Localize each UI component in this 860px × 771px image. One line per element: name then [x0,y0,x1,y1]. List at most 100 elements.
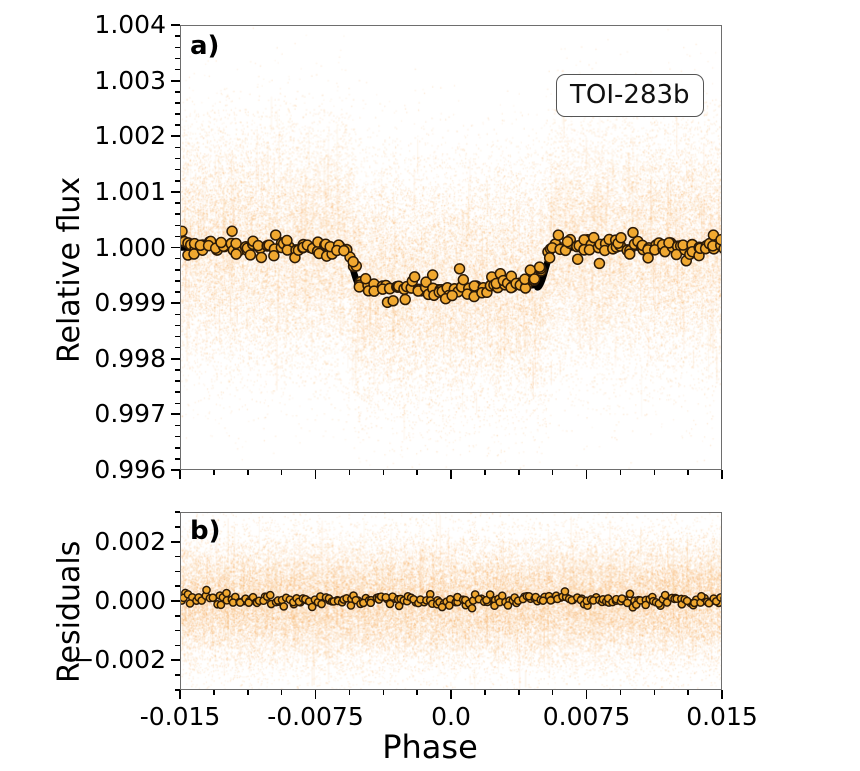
y-minor-tick-b [175,689,180,691]
residual-point [366,598,376,608]
y-minor-tick-a [175,102,180,104]
residual-point [307,602,317,612]
data-point [552,229,565,241]
x-major-tick-a [314,470,317,479]
x-minor-tick-a [416,470,418,475]
y-major-tick-b [171,540,180,543]
data-point [623,248,636,260]
data-point [453,263,466,275]
x-major-tick-b [314,690,317,699]
y-minor-tick-b [175,526,180,528]
data-point [230,237,242,250]
data-point [399,293,411,306]
x-major-tick-a [179,470,181,479]
y-minor-tick-a [175,57,180,60]
y-minor-tick-b [175,629,180,632]
y-minor-tick-a [175,124,180,126]
x-axis-label: Phase [382,728,478,766]
data-point [347,256,359,268]
x-major-tick-b [450,690,452,699]
y-minor-tick-a [175,202,180,204]
x-minor-tick-a [213,470,215,475]
data-point [426,269,439,281]
residual-point [485,590,495,599]
panel-b-residuals [180,512,722,690]
x-minor-tick-b [348,690,351,695]
y-tick-label-a: 0.997 [94,399,166,429]
y-major-tick-a [171,190,180,193]
data-point [627,226,639,239]
residual-point [346,601,356,610]
y-minor-tick-a [175,269,180,271]
x-major-tick-a [721,470,723,479]
y-minor-tick-a [175,91,180,93]
y-major-tick-a [171,79,180,82]
data-point [615,231,627,244]
y-tick-label-a: 0.999 [94,288,166,318]
x-tick-label-b: -0.015 [139,702,221,731]
x-minor-tick-a [382,470,384,475]
y-major-tick-a [171,413,180,416]
y-tick-label-a: 1.000 [94,232,166,262]
data-point [588,231,600,244]
y-tick-label-a: 1.001 [94,176,166,206]
data-point [593,257,606,270]
y-minor-tick-a [175,35,180,37]
data-point [718,243,721,254]
y-major-tick-a [171,302,180,305]
y-minor-tick-a [175,435,180,438]
x-tick-label-b: 0.015 [686,702,758,731]
residual-point [385,599,395,609]
data-point [181,225,188,238]
panel-b-letter: b) [190,516,221,546]
residual-point [444,601,454,610]
y-minor-tick-b [175,644,180,647]
residual-point [503,601,513,610]
y-major-tick-a [171,135,180,138]
y-minor-tick-a [175,346,180,349]
y-minor-tick-a [175,180,180,182]
residual-point [625,589,635,599]
residual-point [697,591,706,601]
y-minor-tick-a [175,224,180,226]
data-point [255,251,268,264]
data-point [215,236,227,249]
data-point [528,273,541,285]
x-minor-tick-b [518,690,520,695]
x-minor-tick-b [247,690,249,695]
x-minor-tick-a [551,470,554,475]
panel-b-plot-area [181,513,721,689]
y-major-tick-a [171,469,180,471]
x-minor-tick-a [619,470,622,475]
x-minor-tick-b [484,690,486,695]
data-point [533,261,546,273]
residual-point [216,600,226,610]
x-major-tick-a [450,470,452,479]
residual-point [467,603,477,613]
data-point [670,248,683,261]
y-minor-tick-a [175,157,180,160]
data-point [715,234,721,246]
y-minor-tick-b [175,585,180,587]
y-minor-tick-a [175,291,180,293]
data-point [338,245,350,257]
binned-points-group [181,225,721,309]
y-minor-tick-a [175,113,180,115]
y-tick-label-a: 1.003 [94,65,166,95]
y-minor-tick-a [175,391,180,393]
data-point [269,229,282,241]
x-minor-tick-a [653,470,655,475]
data-point [281,234,293,247]
residual-point [279,602,289,611]
y-minor-tick-a [175,402,180,404]
x-minor-tick-a [247,470,249,475]
y-major-tick-a [171,357,180,360]
y-minor-tick-b [175,555,180,558]
y-minor-tick-a [175,313,180,315]
panel-a-data-layer [181,225,721,309]
y-minor-tick-a [175,213,180,215]
data-point [561,235,574,248]
y-major-tick-b [171,659,180,662]
panel-b-data-layer [181,585,721,613]
